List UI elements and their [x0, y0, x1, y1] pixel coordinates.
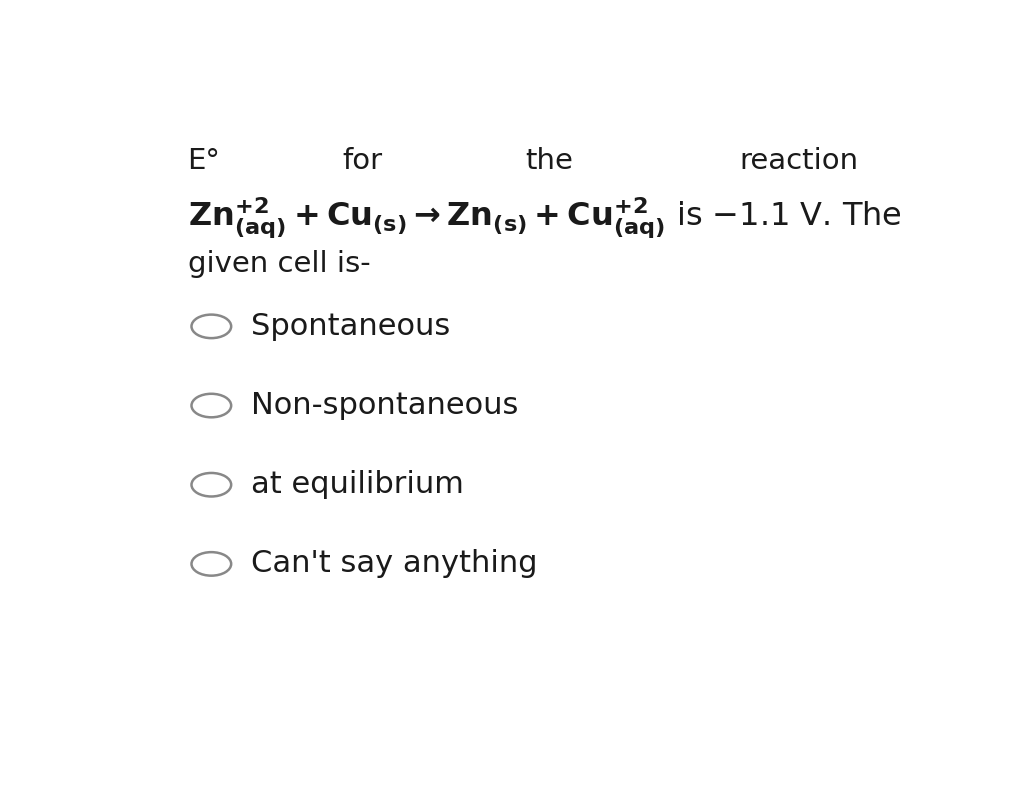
- Text: the: the: [524, 146, 572, 175]
- Text: given cell is-: given cell is-: [187, 250, 370, 278]
- Text: for: for: [342, 146, 382, 175]
- Text: Can't say anything: Can't say anything: [251, 550, 538, 578]
- Text: Spontaneous: Spontaneous: [251, 312, 451, 341]
- Text: reaction: reaction: [739, 146, 858, 175]
- Text: Non-spontaneous: Non-spontaneous: [251, 391, 518, 420]
- Text: at equilibrium: at equilibrium: [251, 470, 464, 499]
- Text: E°: E°: [187, 146, 220, 175]
- Text: $\mathbf{Zn^{+2}_{(aq)} + Cu_{(s)} \rightarrow Zn_{(s)} + Cu^{+2}_{(aq)}}$ is $-: $\mathbf{Zn^{+2}_{(aq)} + Cu_{(s)} \righ…: [187, 195, 901, 240]
